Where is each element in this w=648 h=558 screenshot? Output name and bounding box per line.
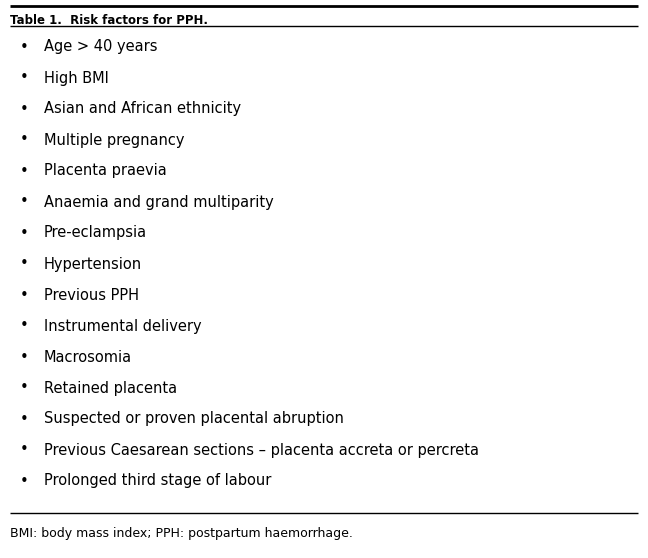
Text: •: • (19, 163, 29, 179)
Text: •: • (19, 349, 29, 364)
Text: •: • (19, 381, 29, 396)
Text: •: • (19, 225, 29, 240)
Text: •: • (19, 40, 29, 55)
Text: Macrosomia: Macrosomia (44, 349, 132, 364)
Text: •: • (19, 257, 29, 272)
Text: Pre-eclampsia: Pre-eclampsia (44, 225, 147, 240)
Text: Previous Caesarean sections – placenta accreta or percreta: Previous Caesarean sections – placenta a… (44, 442, 479, 458)
Text: Placenta praevia: Placenta praevia (44, 163, 167, 179)
Text: Anaemia and grand multiparity: Anaemia and grand multiparity (44, 195, 273, 209)
Text: Age > 40 years: Age > 40 years (44, 40, 157, 55)
Text: Previous PPH: Previous PPH (44, 287, 139, 302)
Text: •: • (19, 132, 29, 147)
Text: •: • (19, 195, 29, 209)
Text: Prolonged third stage of labour: Prolonged third stage of labour (44, 474, 272, 488)
Text: •: • (19, 319, 29, 334)
Text: Table 1.  Risk factors for PPH.: Table 1. Risk factors for PPH. (10, 14, 208, 27)
Text: Retained placenta: Retained placenta (44, 381, 177, 396)
Text: High BMI: High BMI (44, 70, 109, 85)
Text: Hypertension: Hypertension (44, 257, 142, 272)
Text: Instrumental delivery: Instrumental delivery (44, 319, 202, 334)
Text: •: • (19, 70, 29, 85)
Text: •: • (19, 474, 29, 488)
Text: Suspected or proven placental abruption: Suspected or proven placental abruption (44, 411, 344, 426)
Text: •: • (19, 442, 29, 458)
Text: •: • (19, 102, 29, 117)
Text: Multiple pregnancy: Multiple pregnancy (44, 132, 185, 147)
Text: •: • (19, 287, 29, 302)
Text: •: • (19, 411, 29, 426)
Text: BMI: body mass index; PPH: postpartum haemorrhage.: BMI: body mass index; PPH: postpartum ha… (10, 527, 353, 540)
Text: Asian and African ethnicity: Asian and African ethnicity (44, 102, 241, 117)
